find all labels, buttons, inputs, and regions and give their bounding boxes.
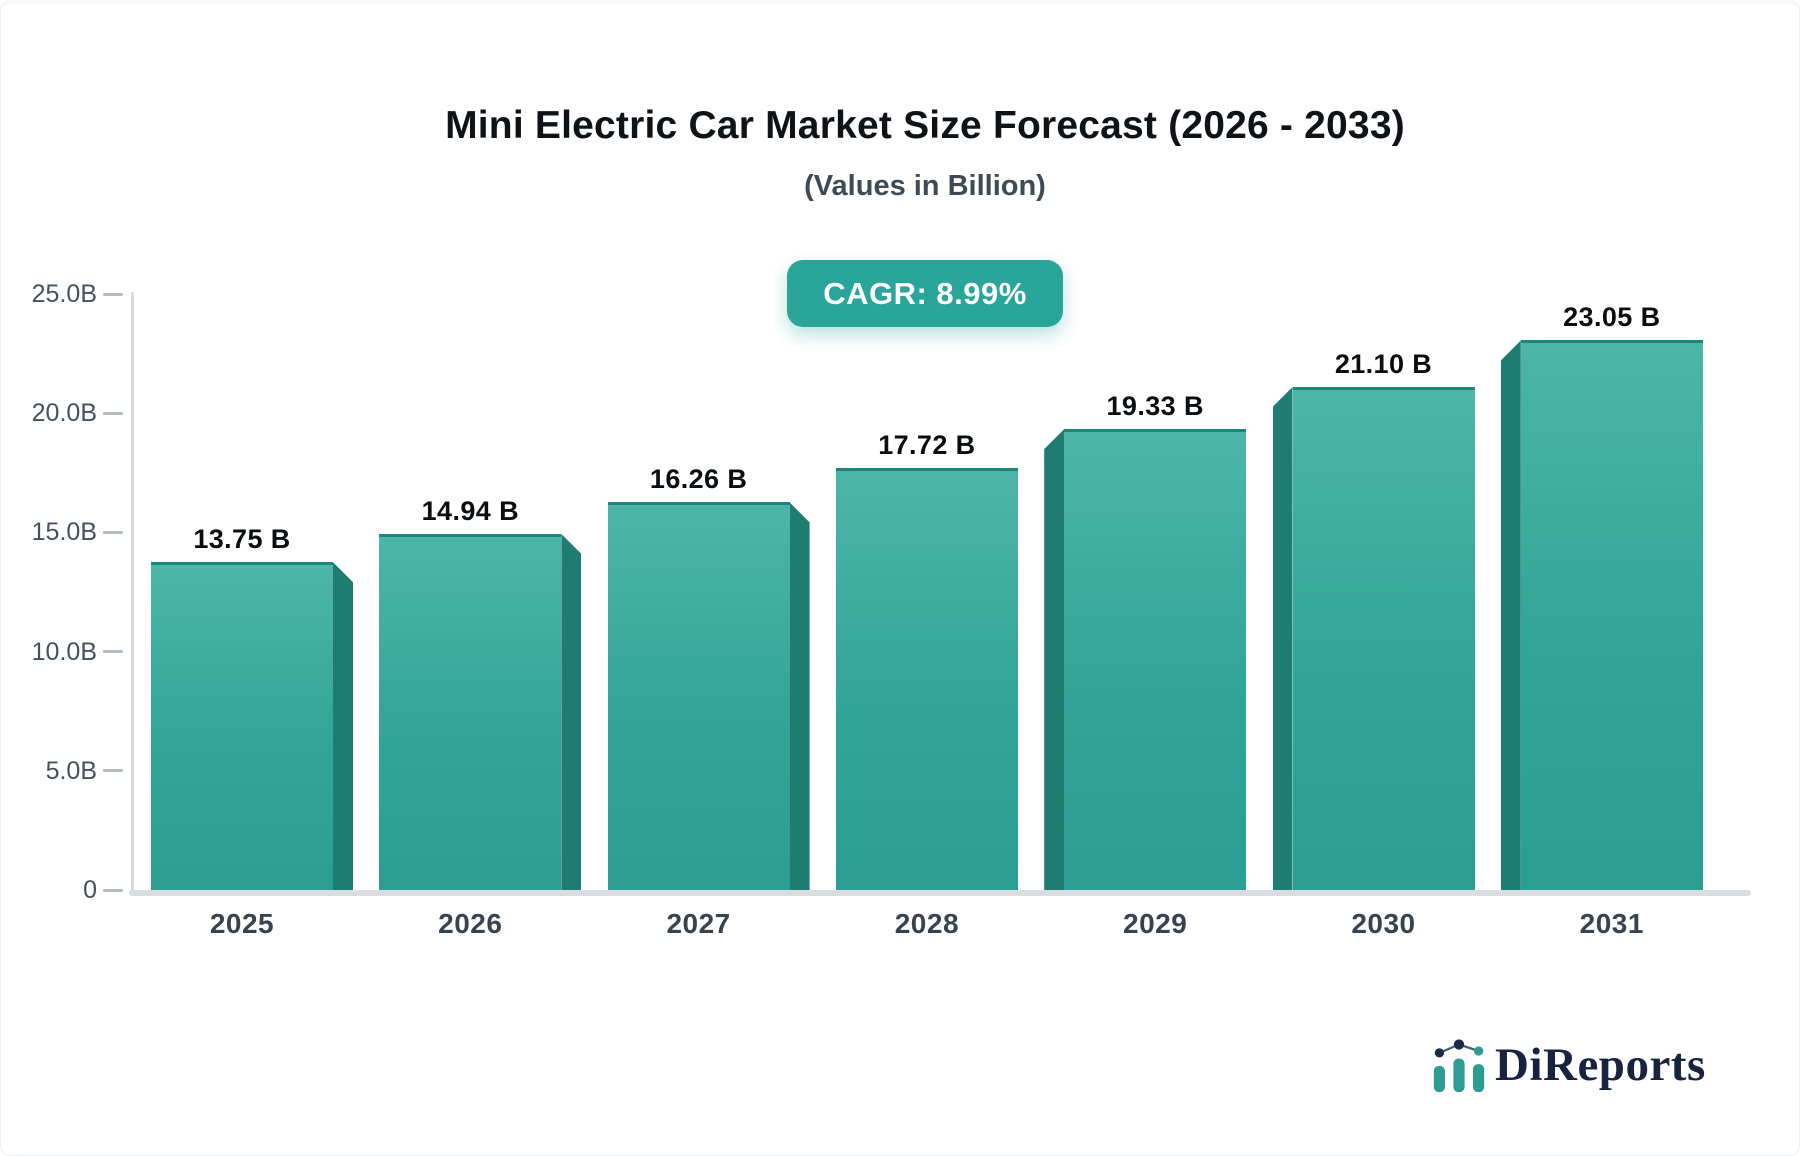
y-axis-tick	[103, 292, 123, 296]
bar-side-face	[1044, 429, 1065, 890]
bar-value-label: 17.72 B	[878, 429, 976, 460]
x-axis-label: 2027	[666, 908, 731, 939]
chart-title: Mini Electric Car Market Size Forecast (…	[445, 104, 1405, 147]
bar-value-label: 16.26 B	[649, 464, 748, 495]
y-axis-tick	[103, 769, 123, 773]
x-axis-label: 2025	[209, 908, 275, 939]
chart-header: Mini Electric Car Market Size Forecast (…	[1, 4, 1799, 203]
x-axis-label: 2026	[438, 908, 503, 939]
bar-value-label: 13.75 B	[193, 524, 291, 555]
chart-subtitle: (Values in Billion)	[804, 170, 1046, 202]
x-axis-baseline	[129, 890, 1751, 896]
bar-side-face	[789, 502, 810, 890]
y-axis-tick	[103, 650, 123, 654]
bar-2028	[835, 467, 1018, 890]
bar-side-face	[561, 533, 582, 890]
y-axis-line	[131, 292, 134, 893]
bar-2026	[379, 533, 562, 890]
bar-value-label: 21.10 B	[1334, 348, 1433, 379]
cagr-badge: CAGR: 8.99%	[787, 260, 1063, 327]
y-axis-tick-label: 25.0B	[31, 280, 97, 308]
bar-value-label: 19.33 B	[1106, 391, 1204, 422]
bar-side-face	[1272, 386, 1293, 890]
bar-2025	[151, 562, 333, 890]
x-axis-label: 2028	[894, 908, 960, 939]
x-axis-label: 2031	[1579, 908, 1644, 939]
bar-2031	[1520, 340, 1703, 890]
bar-2029	[1064, 429, 1247, 890]
y-axis-tick-label: 10.0B	[31, 637, 97, 666]
bar-line-chart-icon	[1431, 1036, 1487, 1099]
logo-text: DiReports	[1495, 1039, 1706, 1091]
y-axis-tick-label: 0	[83, 876, 97, 904]
bar-chart-plot-area: 0 5.0B 10.0B 15.0B 20.0B 25.0B 13.75 B 2025 14.9…	[1, 4, 1799, 1155]
bar-side-face	[1500, 340, 1521, 890]
bar-value-label: 14.94 B	[421, 495, 519, 526]
bar-2030	[1292, 386, 1475, 890]
bar-2027	[607, 502, 790, 890]
y-axis-tick-label: 5.0B	[45, 756, 97, 785]
y-axis-tick	[103, 411, 123, 415]
bar-side-face	[333, 562, 353, 890]
direports-logo: DiReports	[1431, 1036, 1706, 1099]
x-axis-label: 2029	[1123, 908, 1188, 939]
bar-value-label: 23.05 B	[1563, 302, 1661, 333]
y-axis-tick-label: 15.0B	[31, 518, 97, 547]
y-axis-tick	[103, 530, 123, 534]
x-axis-label: 2030	[1351, 908, 1416, 939]
y-axis-tick	[103, 888, 123, 892]
y-axis-tick-label: 20.0B	[31, 399, 97, 428]
